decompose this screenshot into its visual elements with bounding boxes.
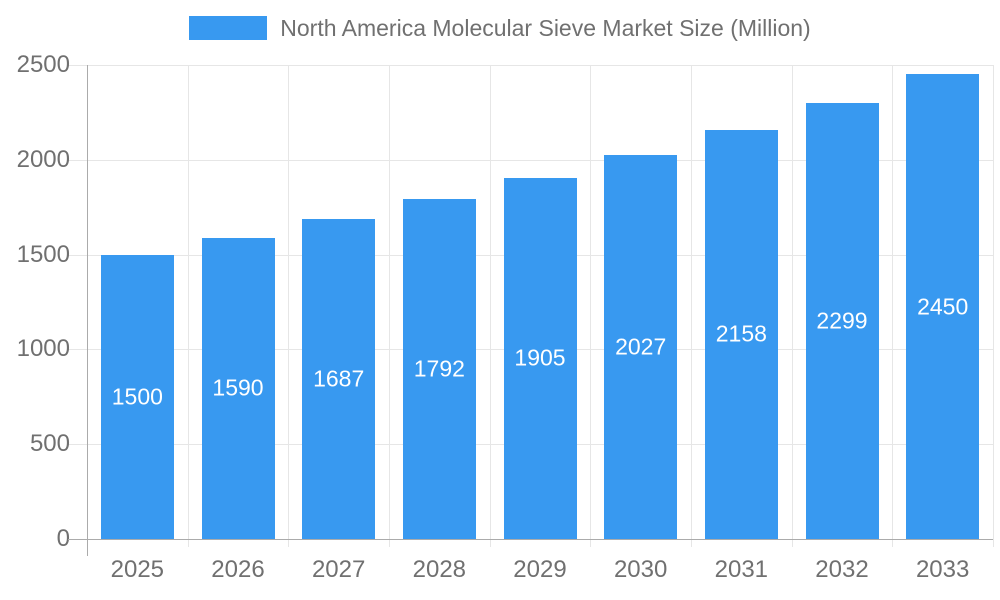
x-gridline: [590, 65, 592, 547]
bar-2026[interactable]: [201, 237, 275, 539]
y-axis-tick-label: 2000: [16, 145, 70, 173]
bar-2028[interactable]: [402, 199, 476, 539]
x-gridline: [389, 65, 390, 547]
bar-value-label: 1792: [413, 355, 465, 382]
x-gridline: [892, 65, 894, 547]
y-axis-tick-label: 0: [56, 525, 70, 552]
x-gridline: [489, 65, 491, 547]
bar-value-label: 1590: [212, 374, 264, 401]
bar-2030[interactable]: [604, 154, 678, 539]
y-axis-tick-label: 1000: [16, 335, 70, 363]
y-axis-line: [87, 65, 88, 556]
x-axis-tick-label: 2027: [311, 556, 366, 583]
x-gridline: [187, 65, 189, 547]
x-axis-tick-label: 2028: [412, 556, 467, 583]
bar-value-label: 1687: [313, 365, 365, 392]
bar-value-label: 2450: [917, 293, 969, 320]
bar-2031[interactable]: [704, 129, 778, 539]
bar-value-label: 2158: [715, 320, 767, 347]
bar-value-label: 1905: [514, 344, 566, 371]
x-axis-tick-label: 2033: [915, 556, 970, 583]
bar-2027[interactable]: [302, 219, 376, 539]
y-axis-tick-label: 1500: [16, 240, 70, 268]
x-axis-tick-label: 2026: [211, 556, 265, 583]
bar-2033[interactable]: [906, 74, 980, 539]
x-axis-tick-label: 2031: [714, 556, 769, 583]
x-axis-tick-label: 2030: [613, 556, 668, 583]
x-gridline: [791, 65, 793, 547]
y-gridline: [68, 159, 993, 161]
y-axis-tick-label: 500: [29, 430, 70, 458]
bar-2025[interactable]: [100, 254, 174, 539]
legend-swatch-icon: [189, 16, 268, 40]
bar-value-label: 1500: [111, 383, 163, 410]
x-axis-line: [68, 539, 993, 540]
legend-label: North America Molecular Sieve Market Siz…: [280, 15, 811, 41]
y-gridline: [68, 65, 993, 66]
x-gridline: [993, 65, 994, 547]
y-axis-tick-label: 2500: [16, 51, 70, 78]
bar-2029[interactable]: [503, 177, 577, 539]
bar-value-label: 2027: [615, 333, 667, 360]
x-axis-tick-label: 2029: [513, 556, 567, 583]
x-axis-tick-label: 2032: [815, 556, 869, 583]
bar-2032[interactable]: [805, 103, 879, 539]
x-axis-tick-label: 2025: [110, 556, 165, 583]
x-gridline: [288, 65, 290, 547]
chart-legend[interactable]: North America Molecular Sieve Market Siz…: [0, 14, 1000, 42]
bar-value-label: 2299: [816, 307, 868, 334]
x-gridline: [691, 65, 692, 547]
